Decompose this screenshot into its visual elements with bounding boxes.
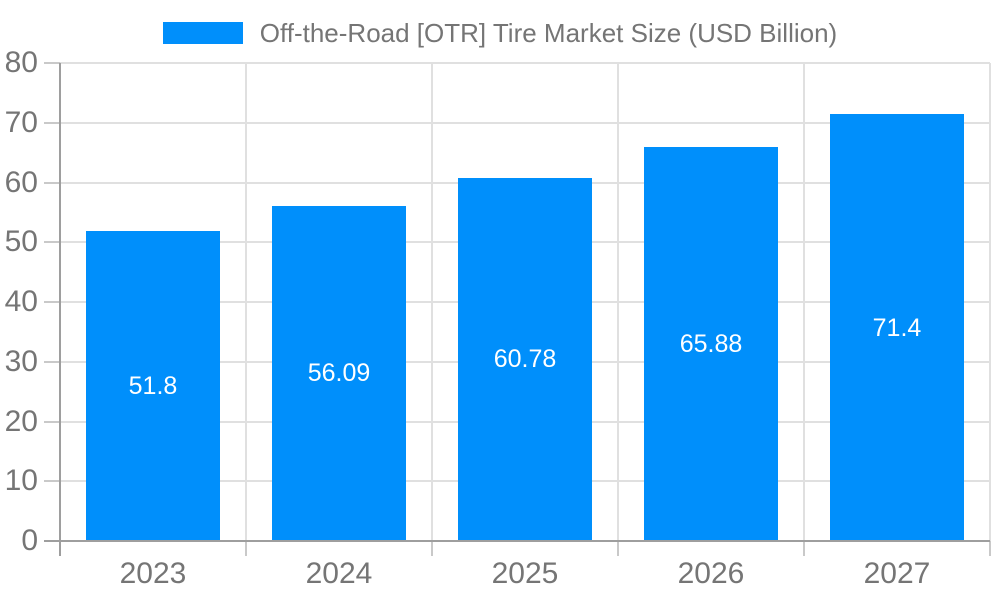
y-axis-label: 0: [21, 524, 38, 557]
x-axis-label: 2027: [863, 557, 931, 590]
y-axis-line: [59, 63, 61, 556]
x-axis-label: 2026: [677, 557, 745, 590]
bar-value-label: 71.4: [872, 313, 922, 342]
x-gridline: [617, 63, 619, 541]
y-axis-tick: [44, 360, 60, 363]
y-axis-label: 20: [4, 404, 38, 438]
y-axis-tick: [44, 62, 60, 64]
y-axis-tick: [44, 121, 60, 124]
y-gridline: [60, 121, 990, 124]
y-axis-label: 70: [4, 105, 38, 139]
x-axis-tick: [989, 541, 991, 556]
legend-label: Off-the-Road [OTR] Tire Market Size (USD…: [259, 17, 838, 48]
bar-2026[interactable]: [644, 147, 778, 541]
y-axis-label: 80: [4, 46, 38, 79]
bar-value-label: 56.09: [307, 359, 371, 388]
y-axis-tick: [44, 420, 60, 423]
x-gridline: [989, 63, 991, 541]
x-gridline: [431, 63, 433, 541]
y-axis-label: 50: [4, 225, 38, 259]
y-axis-tick: [44, 181, 60, 184]
x-axis-tick: [803, 541, 805, 556]
x-axis-line: [44, 540, 990, 542]
y-axis-label: 30: [4, 344, 38, 378]
bar-2023[interactable]: [86, 231, 220, 541]
x-gridline: [803, 63, 805, 541]
bar-value-label: 60.78: [493, 345, 557, 374]
x-axis-tick: [431, 541, 433, 556]
y-axis-tick: [44, 301, 60, 303]
chart-legend[interactable]: Off-the-Road [OTR] Tire Market Size (USD…: [0, 16, 1000, 50]
bar-2027[interactable]: [830, 114, 964, 541]
y-axis-label: 40: [4, 285, 38, 318]
y-gridline: [60, 62, 990, 64]
x-axis-tick: [245, 541, 247, 556]
x-axis-label: 2025: [491, 557, 559, 590]
y-axis-label: 10: [4, 464, 38, 498]
bar-2025[interactable]: [458, 177, 592, 541]
y-axis-label: 60: [4, 165, 38, 199]
x-axis-label: 2024: [305, 557, 373, 590]
legend-swatch-icon: [162, 22, 243, 44]
bar-value-label: 65.88: [679, 330, 743, 359]
x-axis-label: 2023: [119, 557, 187, 590]
x-gridline: [245, 63, 247, 541]
x-axis-tick: [617, 541, 619, 556]
y-axis-tick: [44, 241, 60, 244]
bar-value-label: 51.8: [128, 372, 178, 401]
y-axis-tick: [44, 480, 60, 483]
bar-2024[interactable]: [272, 205, 406, 541]
